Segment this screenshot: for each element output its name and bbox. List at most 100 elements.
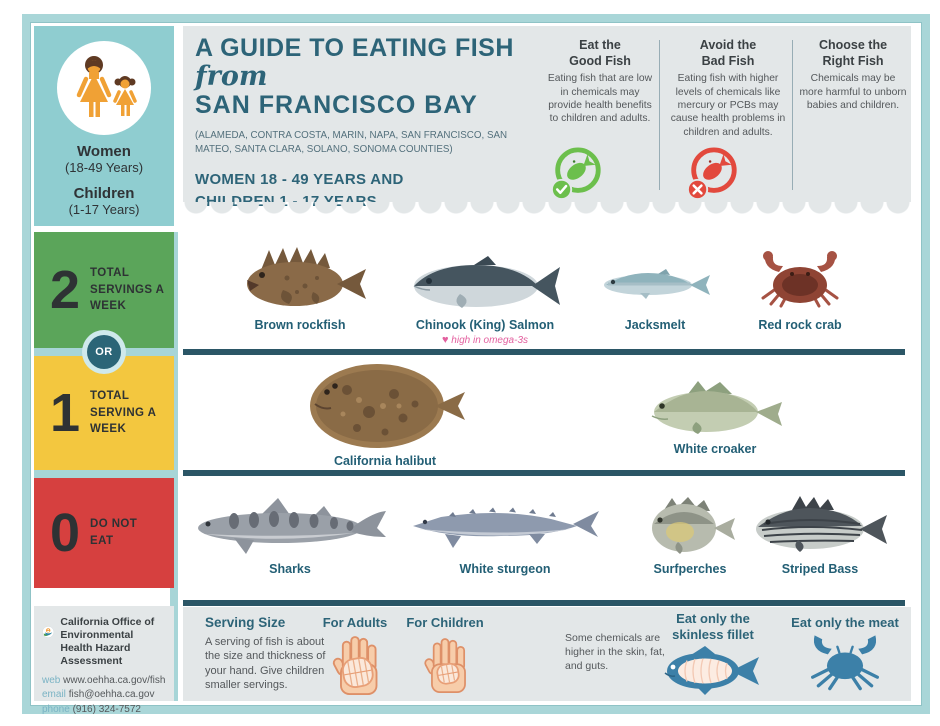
fish-cell-white-sturgeon: White sturgeon	[403, 486, 607, 576]
for-children-label: For Children	[406, 615, 484, 630]
email-address: fish@oehha.ca.gov	[68, 689, 155, 700]
serving-1-label: TOTAL SERVING A WEEK	[90, 389, 156, 436]
row-divider	[183, 470, 905, 476]
white-croaker-art	[628, 360, 802, 438]
phone-label: phone	[42, 703, 70, 715]
footer-panel: Serving Size A serving of fish is about …	[183, 607, 911, 701]
or-label: OR	[87, 335, 121, 369]
web-label: web	[42, 674, 61, 686]
audience-women-range: (18-49 Years)	[64, 160, 144, 175]
fish-name: Jacksmelt	[624, 318, 686, 332]
serving-size-block: Serving Size A serving of fish is about …	[205, 615, 345, 692]
poster-title-line2: SAN FRANCISCO BAY	[195, 91, 478, 120]
poster-frame	[22, 14, 930, 714]
footer-divider	[183, 600, 905, 606]
fish-name: Red rock crab	[758, 318, 842, 332]
tip-bad-title-line1: Avoid the	[699, 38, 757, 52]
fish-cell-surfperches: Surfperches	[623, 486, 757, 576]
serving-size-body: A serving of fish is about the size and …	[205, 636, 326, 691]
tip-good-title-line2: Good Fish	[569, 53, 631, 68]
women-children-icon	[76, 56, 137, 117]
servings-2-box: 2 TOTAL SERVINGS A WEEK	[34, 232, 174, 348]
tip-right-title-line1: Choose the	[818, 38, 888, 52]
tip-bad-fish: Avoid the Bad Fish Eating fish with high…	[669, 38, 787, 139]
tip-good-title-line1: Eat the	[579, 38, 621, 52]
fish-cell-striped-bass: Striped Bass	[743, 486, 897, 576]
servings-2-number: 2	[50, 260, 81, 320]
poster-title-from: from	[195, 61, 268, 92]
skinless-fillet-line1: Eat only the	[676, 611, 750, 626]
striped-bass-illustration	[756, 496, 887, 552]
fish-name: White sturgeon	[459, 562, 551, 576]
red-rock-crab-illustration	[761, 251, 839, 308]
surfperch-illustration	[652, 497, 735, 554]
fish-name: California halibut	[333, 454, 437, 468]
audience-panel: Women (18-49 Years) Children (1-17 Years…	[34, 26, 174, 226]
do-not-eat-number: 0	[50, 503, 81, 563]
tip-good-title: Eat the Good Fish	[545, 38, 655, 69]
fish-name: Sharks	[269, 562, 311, 576]
crab-meat-icon	[811, 634, 879, 690]
oehha-logo-icon	[42, 626, 55, 638]
fish-cell-brown-rockfish: Brown rockfish	[213, 236, 387, 332]
fish-cell-red-rock-crab: Red rock crab	[733, 236, 867, 332]
white-sturgeon-illustration	[413, 507, 599, 548]
fish-cell-california-halibut: California halibut	[293, 360, 477, 468]
brown-rockfish-illustration	[247, 247, 366, 306]
tip-right-fish: Choose the Right Fish Chemicals may be m…	[799, 38, 907, 112]
tip-good-body: Eating fish that are low in chemicals ma…	[547, 73, 653, 125]
fish-name: Brown rockfish	[254, 318, 346, 332]
agency-panel: California Office of Environmental Healt…	[34, 606, 174, 715]
tip-bad-title: Avoid the Bad Fish	[669, 38, 787, 69]
tip-divider	[659, 40, 660, 190]
brown-rockfish-art	[213, 236, 387, 314]
striped-bass-art	[743, 486, 897, 558]
tip-divider	[792, 40, 793, 190]
web-url: www.oehha.ca.gov/fish	[63, 674, 166, 686]
header-scallop-edge	[183, 202, 911, 215]
sharks-art	[188, 486, 392, 558]
jacksmelt-illustration	[604, 269, 710, 299]
agency-email-line: email fish@oehha.ca.gov	[42, 688, 166, 702]
tip-good-fish: Eat the Good Fish Eating fish that are l…	[545, 38, 655, 126]
counties-list: (ALAMEDA, CONTRA COSTA, MARIN, NAPA, SAN…	[195, 130, 508, 156]
skinless-fillet-fish-icon	[664, 646, 759, 696]
chinook-salmon-art	[398, 236, 572, 314]
audience-children-range: (1-17 Years)	[68, 202, 140, 217]
white-croaker-illustration	[651, 381, 782, 434]
servings-2-label: TOTAL SERVINGS A WEEK	[90, 266, 164, 313]
eat-only-meat-block: Eat only the meat	[777, 615, 913, 696]
do-not-eat-box: 0 DO NOT EAT	[34, 478, 174, 588]
skinless-fillet-label: Eat only the skinless fillet	[645, 611, 781, 642]
good-fish-check-icon	[550, 147, 601, 201]
california-halibut-illustration	[310, 364, 465, 448]
serving-1-number: 1	[50, 383, 81, 443]
phone-number: (916) 324-7572	[72, 703, 141, 715]
audience-children-label: Children	[73, 185, 135, 202]
omega-note: ♥ high in omega-3s	[398, 334, 572, 346]
fish-name: Surfperches	[653, 562, 727, 576]
tip-right-body: Chemicals may be more harmful to unborn …	[799, 73, 907, 111]
fish-cell-jacksmelt: Jacksmelt	[588, 236, 722, 332]
tip-right-title: Choose the Right Fish	[799, 38, 907, 69]
agency-name: California Office of Environmental Healt…	[60, 616, 155, 668]
agency-web-line: web www.oehha.ca.gov/fish	[42, 674, 166, 688]
poster-title-line1: A GUIDE TO EATING FISH	[195, 34, 514, 62]
fish-name: Striped Bass	[781, 562, 859, 576]
white-sturgeon-art	[403, 486, 607, 558]
or-badge: OR	[82, 330, 126, 374]
for-children-block: For Children	[400, 615, 490, 702]
sidebar-gap-band	[34, 470, 170, 478]
fish-cell-sharks: Sharks	[188, 486, 392, 576]
chemicals-note: Some chemicals are higher in the skin, f…	[565, 632, 665, 673]
eat-only-meat-label: Eat only the meat	[791, 615, 899, 630]
fish-name: White croaker	[673, 442, 757, 456]
adult-hand-icon	[332, 635, 378, 695]
california-halibut-art	[293, 360, 477, 450]
header-audience-line1: WOMEN 18 - 49 YEARS AND	[195, 170, 404, 188]
tip-right-title-line2: Right Fish	[822, 53, 884, 68]
fish-name: Chinook (King) Salmon	[415, 318, 555, 332]
skinless-fillet-line2: skinless fillet	[672, 626, 754, 642]
agency-phone-line: phone (916) 324-7572	[42, 703, 166, 717]
